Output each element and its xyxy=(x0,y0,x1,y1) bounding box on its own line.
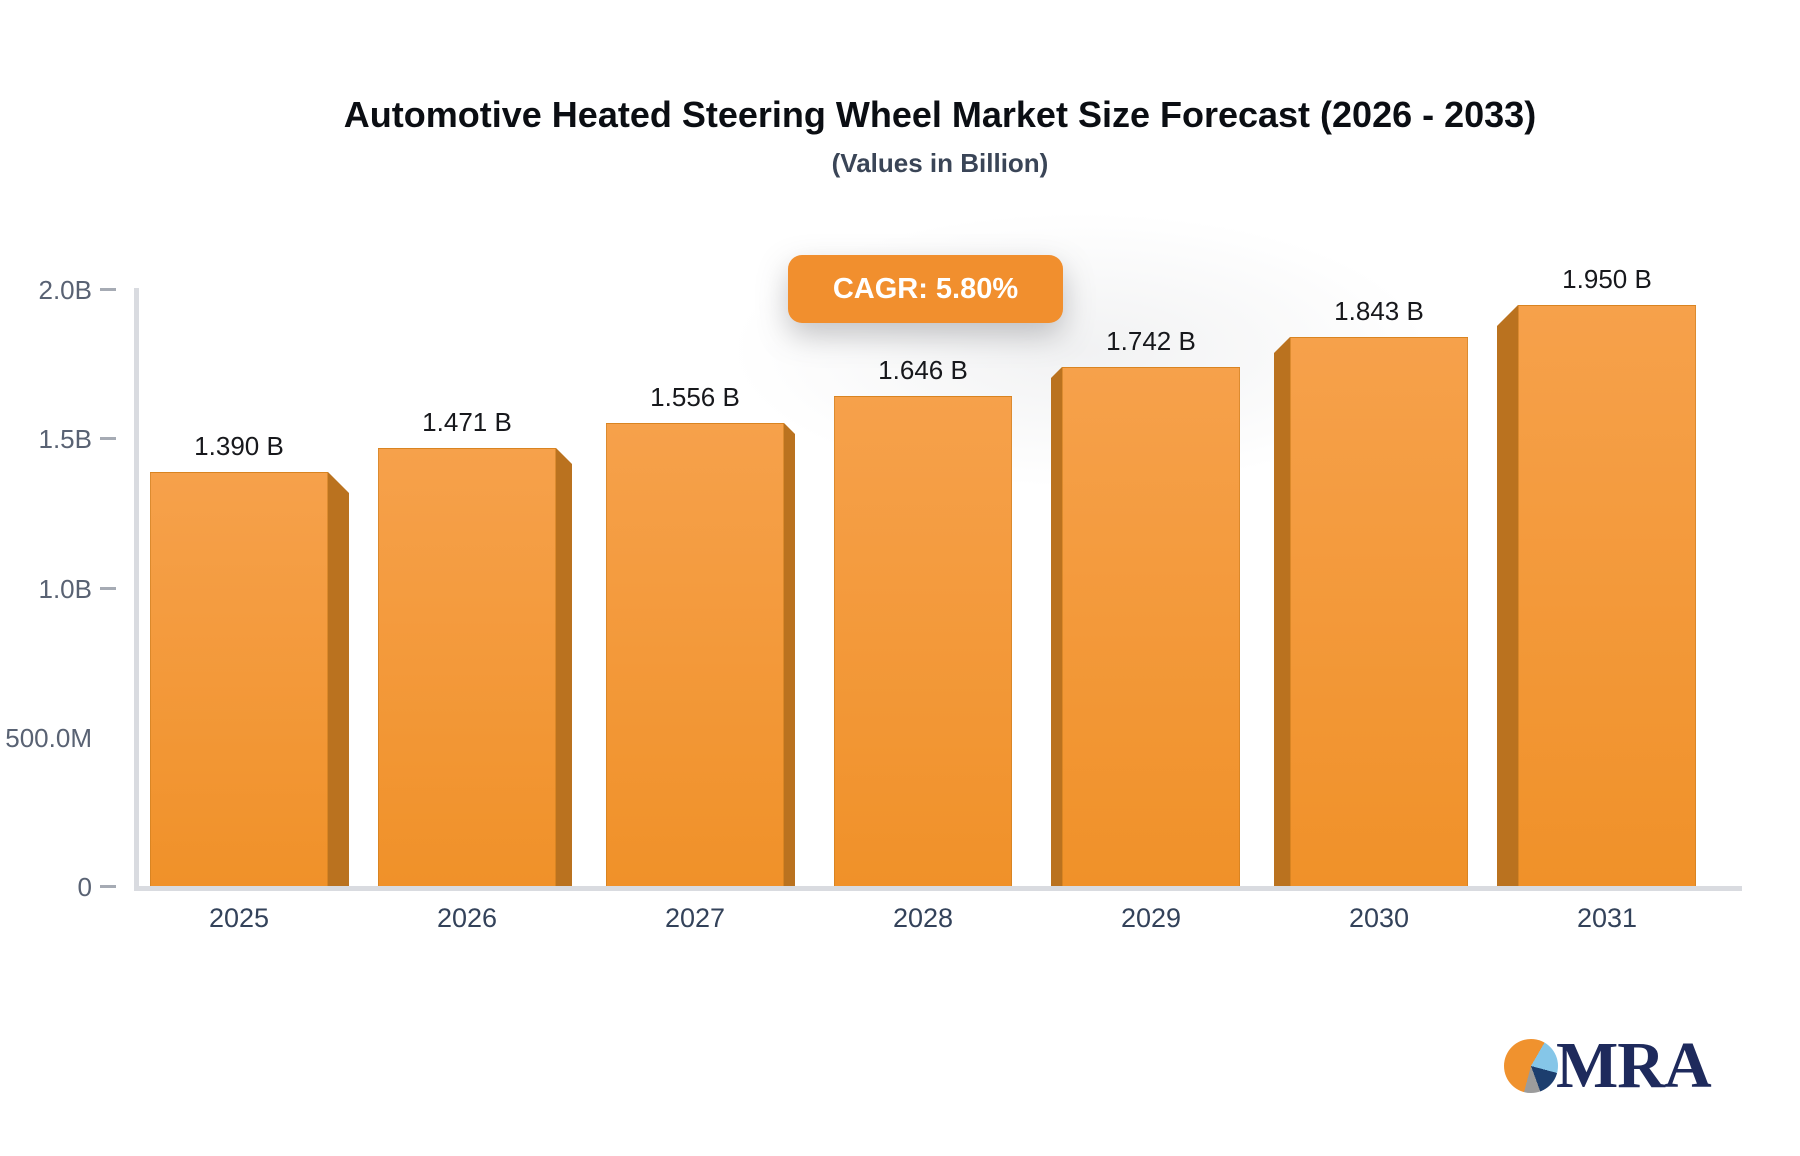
bar-value-label: 1.390 B xyxy=(194,431,284,461)
y-tick-label: 1.5B xyxy=(38,424,93,455)
y-axis-line xyxy=(134,288,139,891)
y-tick-label: 2.0B xyxy=(38,275,93,305)
bar-side-face xyxy=(1274,337,1290,887)
y-tick-dash xyxy=(100,586,116,590)
pie-chart-logo-icon xyxy=(1504,1039,1558,1093)
bar-front-face xyxy=(1518,305,1696,887)
x-axis-label-2031: 2031 xyxy=(1576,903,1638,933)
y-tick-dash xyxy=(100,885,116,888)
bar-front-face xyxy=(1290,337,1468,887)
bar-front-face xyxy=(378,448,556,887)
bar-side-face xyxy=(1497,305,1518,887)
bar-front-face xyxy=(834,396,1012,887)
mra-logo: MRA xyxy=(1504,1029,1712,1102)
bar-value-label: 1.646 B xyxy=(878,355,968,385)
y-tick-label: 500.0M xyxy=(5,722,92,753)
x-axis-label-2026: 2026 xyxy=(436,903,498,933)
x-axis-label-2030: 2030 xyxy=(1348,903,1410,933)
logo-text: MRA xyxy=(1556,1029,1712,1102)
bar-value-label: 1.471 B xyxy=(422,407,512,437)
y-tick-dash xyxy=(100,288,116,291)
bar-front-face xyxy=(150,472,328,887)
x-axis-label-2028: 2028 xyxy=(892,903,954,933)
bar-side-face xyxy=(328,472,349,887)
chart-subtitle: (Values in Billion) xyxy=(831,148,1049,178)
bar-value-label: 1.950 B xyxy=(1562,264,1652,294)
bar-side-face xyxy=(1051,367,1062,887)
bar-value-label: 1.742 B xyxy=(1106,326,1196,356)
x-axis-label-2025: 2025 xyxy=(208,903,270,933)
bar-side-face xyxy=(784,423,795,887)
bar-side-face xyxy=(556,448,572,887)
bar-front-face xyxy=(1062,367,1240,887)
y-tick-label: 0 xyxy=(77,872,92,902)
y-tick-dash xyxy=(100,437,116,441)
cagr-badge: CAGR: 5.80% xyxy=(788,255,1063,323)
bar-value-label: 1.556 B xyxy=(650,382,740,412)
bar-value-label: 1.843 B xyxy=(1334,296,1424,326)
y-tick-label: 1.0B xyxy=(38,573,93,604)
chart-title: Automotive Heated Steering Wheel Market … xyxy=(343,94,1537,135)
x-axis-line xyxy=(134,886,1742,891)
bar-front-face xyxy=(606,423,784,887)
x-axis-label-2029: 2029 xyxy=(1120,903,1182,933)
cagr-badge-label: CAGR: 5.80% xyxy=(832,272,1019,305)
x-axis-label-2027: 2027 xyxy=(664,903,726,933)
